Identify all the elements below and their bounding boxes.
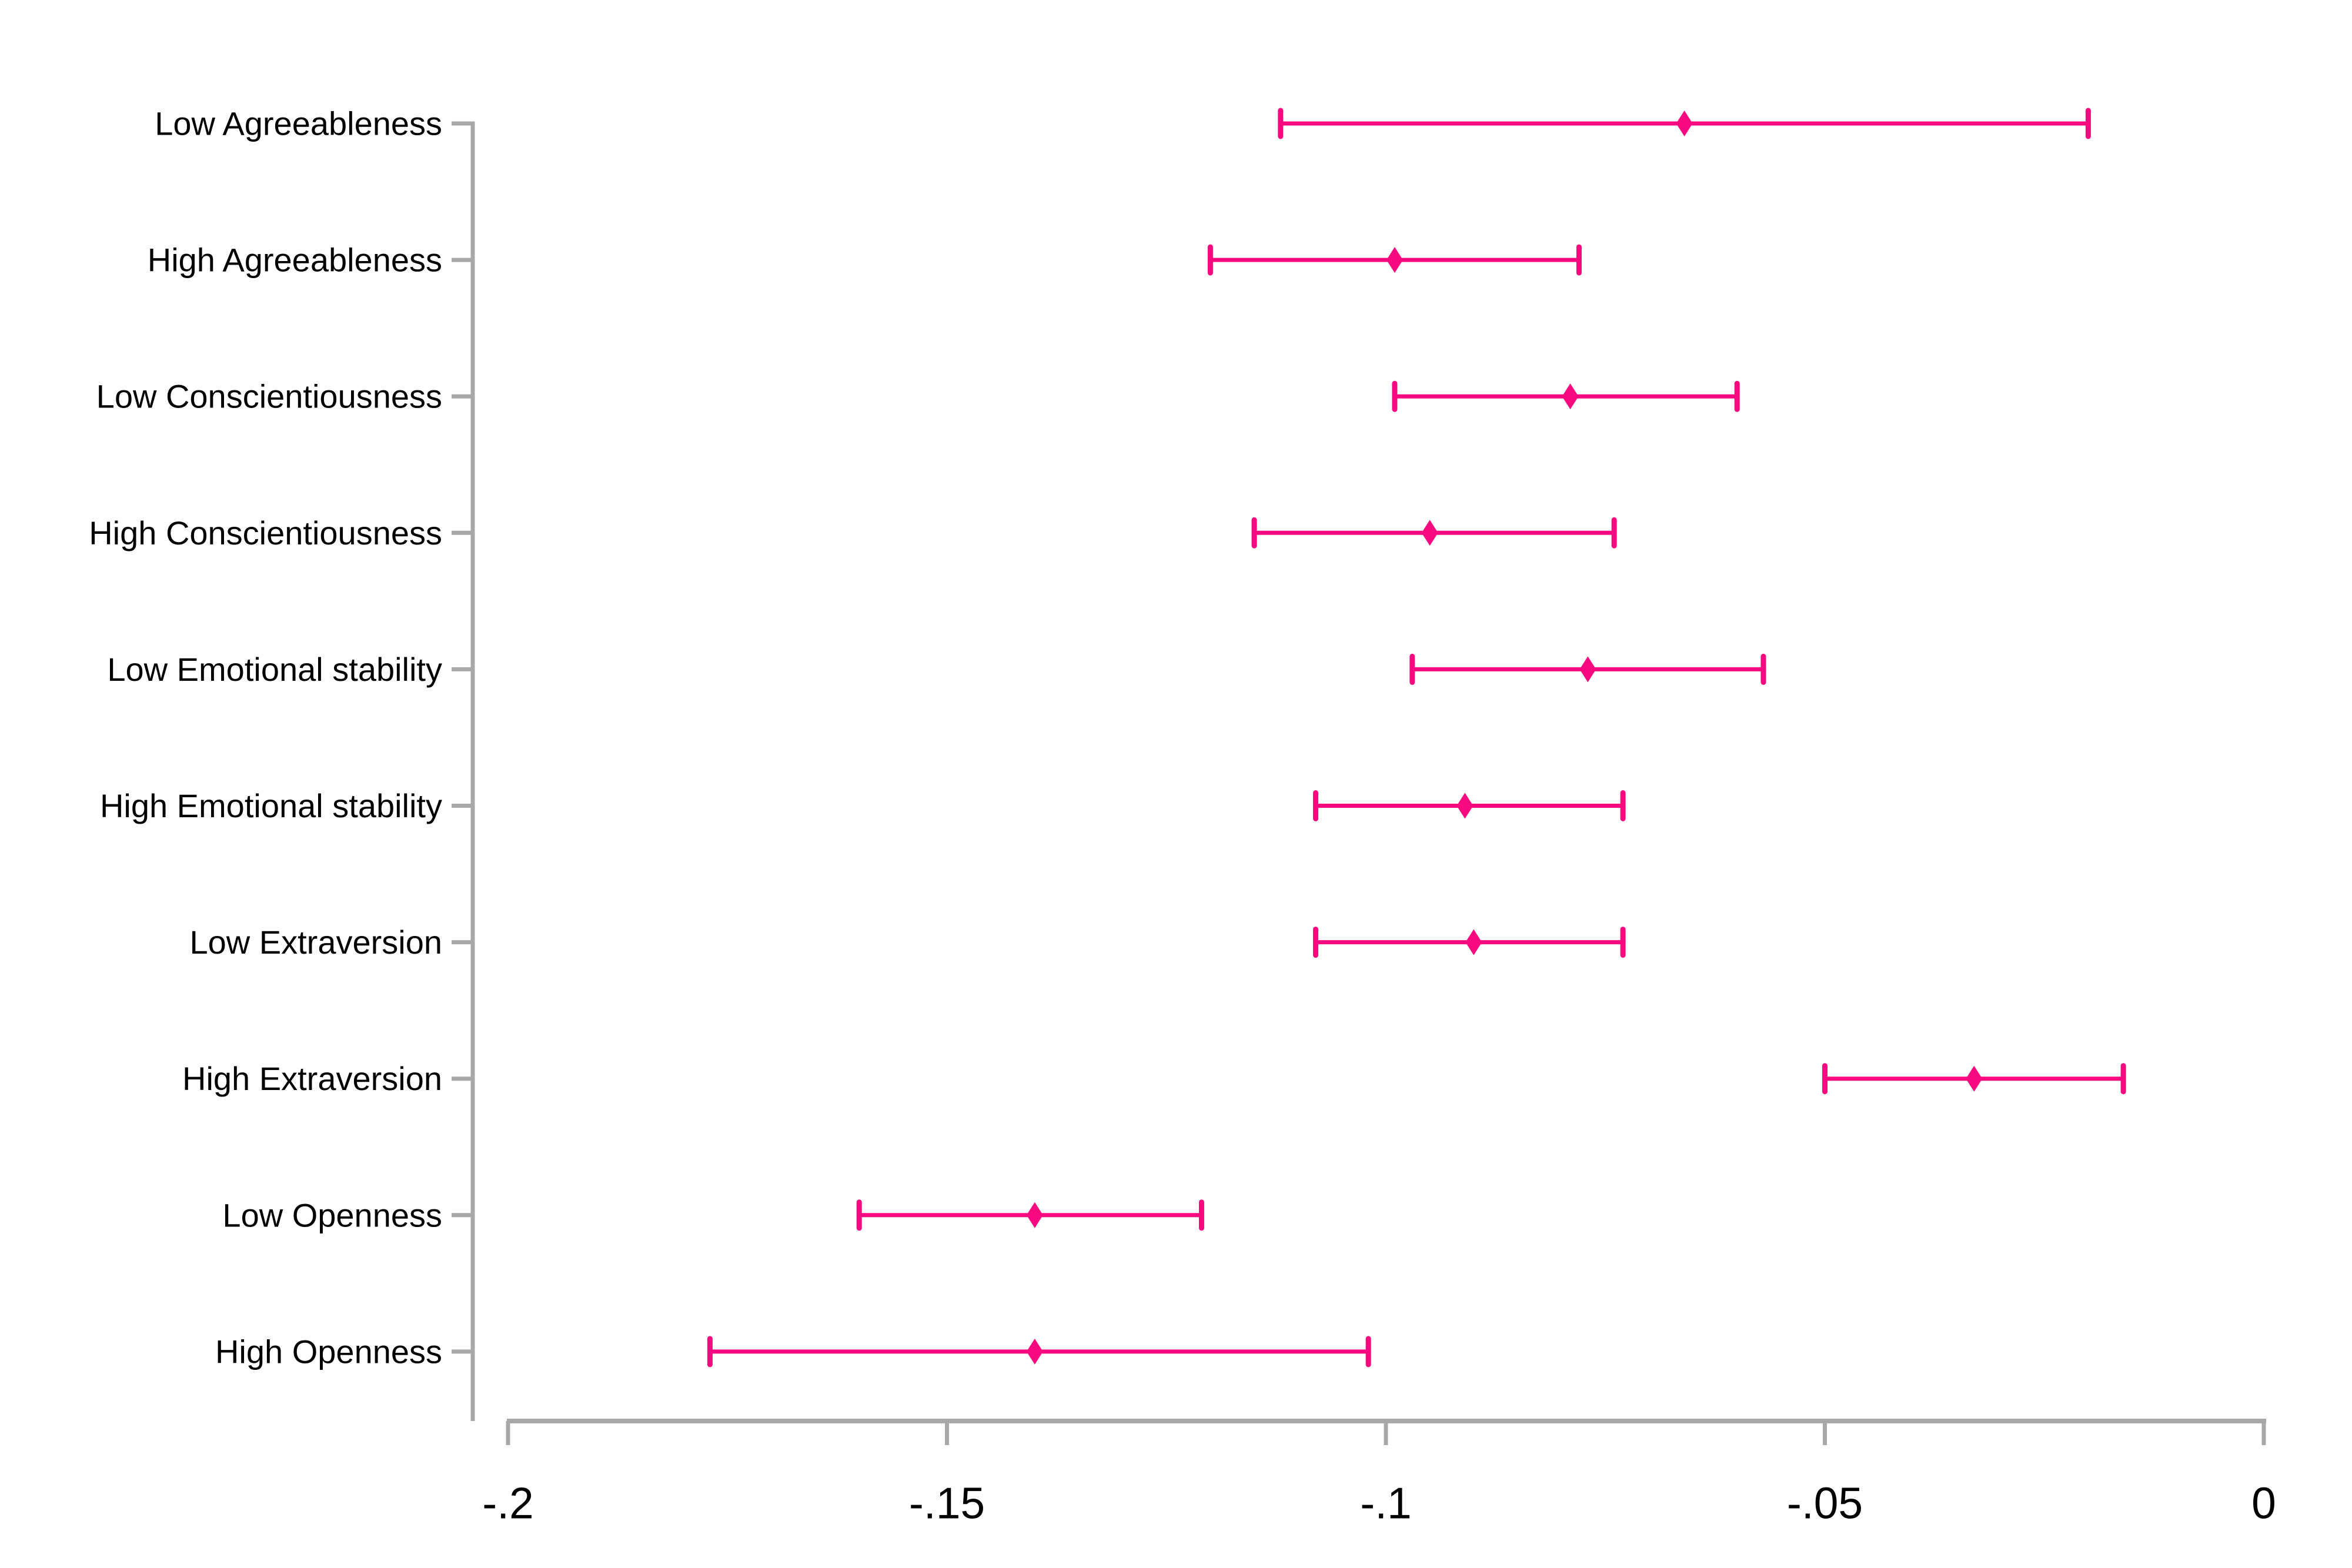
point-estimate-marker: [1456, 793, 1474, 819]
y-axis-label: High Emotional stability: [100, 787, 442, 824]
x-axis-tick-label: 0: [2251, 1478, 2276, 1527]
x-axis-tick-label: -.05: [1787, 1478, 1863, 1527]
x-axis-tick-label: -.2: [482, 1478, 534, 1527]
x-axis-tick-label: -.15: [909, 1478, 985, 1527]
y-axis-label: Low Emotional stability: [107, 651, 442, 688]
point-estimate-marker: [1966, 1065, 1983, 1092]
point-estimate-marker: [1386, 247, 1403, 273]
point-estimate-marker: [1465, 929, 1482, 955]
point-estimate-marker: [1026, 1202, 1043, 1228]
y-axis-label: Low Agreeableness: [155, 105, 442, 142]
y-axis-label: High Conscientiousness: [89, 514, 442, 551]
y-axis-label: High Openness: [215, 1333, 442, 1370]
point-estimate-marker: [1676, 111, 1693, 136]
point-estimate-marker: [1562, 383, 1579, 410]
point-estimate-marker: [1421, 520, 1438, 546]
y-axis-label: High Extraversion: [182, 1060, 442, 1097]
x-axis-tick-label: -.1: [1360, 1478, 1412, 1527]
y-axis-label: Low Openness: [222, 1196, 442, 1233]
y-axis-label: Low Extraversion: [189, 924, 442, 961]
point-estimate-marker: [1579, 656, 1596, 683]
y-axis-label: High Agreeableness: [148, 242, 442, 279]
y-axis-label: Low Conscientiousness: [96, 378, 442, 415]
point-estimate-marker: [1026, 1338, 1043, 1365]
